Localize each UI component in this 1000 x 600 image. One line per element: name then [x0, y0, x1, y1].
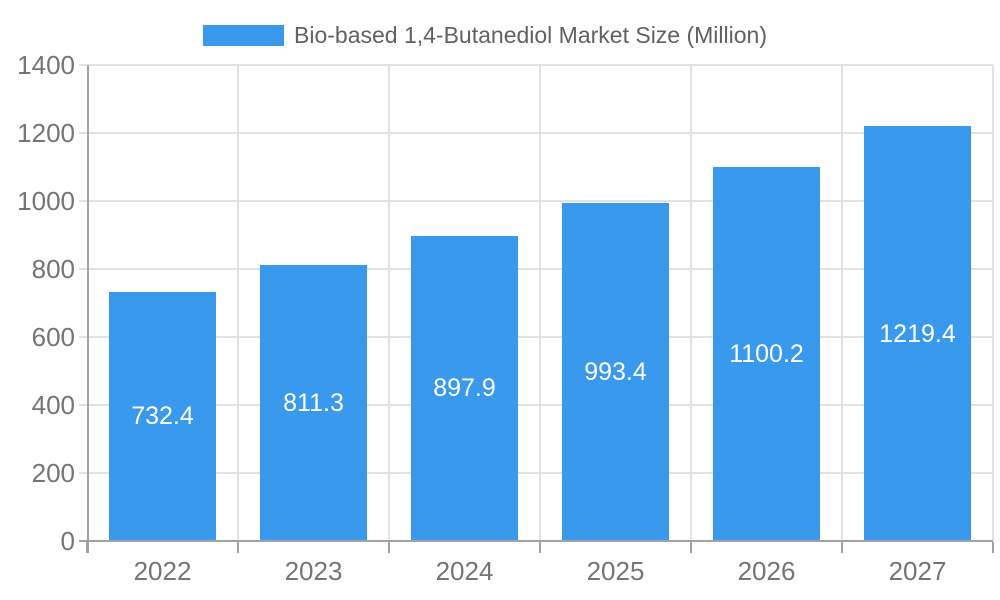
- gridline-vertical: [841, 65, 843, 541]
- y-tick-label: 400: [31, 390, 75, 420]
- gridline-horizontal: [79, 404, 993, 406]
- gridline-horizontal: [79, 132, 993, 134]
- x-axis-line: [79, 540, 993, 542]
- x-tick-label: 2023: [284, 556, 343, 586]
- x-axis-tick: [992, 542, 994, 553]
- x-axis-tick: [388, 542, 390, 553]
- plot-area: 732.4 811.3 897.9 993.4 1100.2 1219.4: [79, 64, 994, 553]
- gridline-horizontal: [79, 64, 993, 66]
- gridline-horizontal: [79, 200, 993, 202]
- bar[interactable]: [562, 203, 669, 541]
- gridline-vertical: [237, 65, 239, 541]
- gridline-horizontal: [79, 472, 993, 474]
- gridline-horizontal: [79, 268, 993, 270]
- y-tick-label: 1400: [17, 50, 75, 80]
- gridline-horizontal: [79, 336, 993, 338]
- bar[interactable]: [260, 265, 367, 541]
- bar[interactable]: [864, 126, 971, 541]
- y-tick-label: 200: [31, 458, 75, 488]
- y-tick-label: 1200: [17, 118, 75, 148]
- x-axis-tick: [237, 542, 239, 553]
- y-tick-label: 1000: [17, 186, 75, 216]
- gridline-vertical: [690, 65, 692, 541]
- x-tick-label: 2022: [133, 556, 192, 586]
- legend-label: Bio-based 1,4-Butanediol Market Size (Mi…: [294, 22, 767, 48]
- y-tick-label: 800: [31, 254, 75, 284]
- x-tick-label: 2027: [888, 556, 947, 586]
- y-tick-label: 600: [31, 322, 75, 352]
- x-axis-tick: [690, 542, 692, 553]
- x-axis-tick: [841, 542, 843, 553]
- x-tick-label: 2024: [435, 556, 494, 586]
- bar[interactable]: [109, 291, 216, 541]
- x-axis-tick: [539, 542, 541, 553]
- y-tick-label: 0: [60, 526, 75, 556]
- legend-swatch: [203, 25, 284, 46]
- x-tick-label: 2026: [737, 556, 796, 586]
- gridline-vertical: [539, 65, 541, 541]
- legend-item[interactable]: Bio-based 1,4-Butanediol Market Size (Mi…: [203, 22, 767, 49]
- gridline-vertical: [992, 65, 994, 541]
- y-axis-line: [87, 65, 89, 553]
- x-tick-label: 2025: [586, 556, 645, 586]
- bar[interactable]: [411, 235, 518, 541]
- bar[interactable]: [713, 166, 820, 541]
- gridline-vertical: [388, 65, 390, 541]
